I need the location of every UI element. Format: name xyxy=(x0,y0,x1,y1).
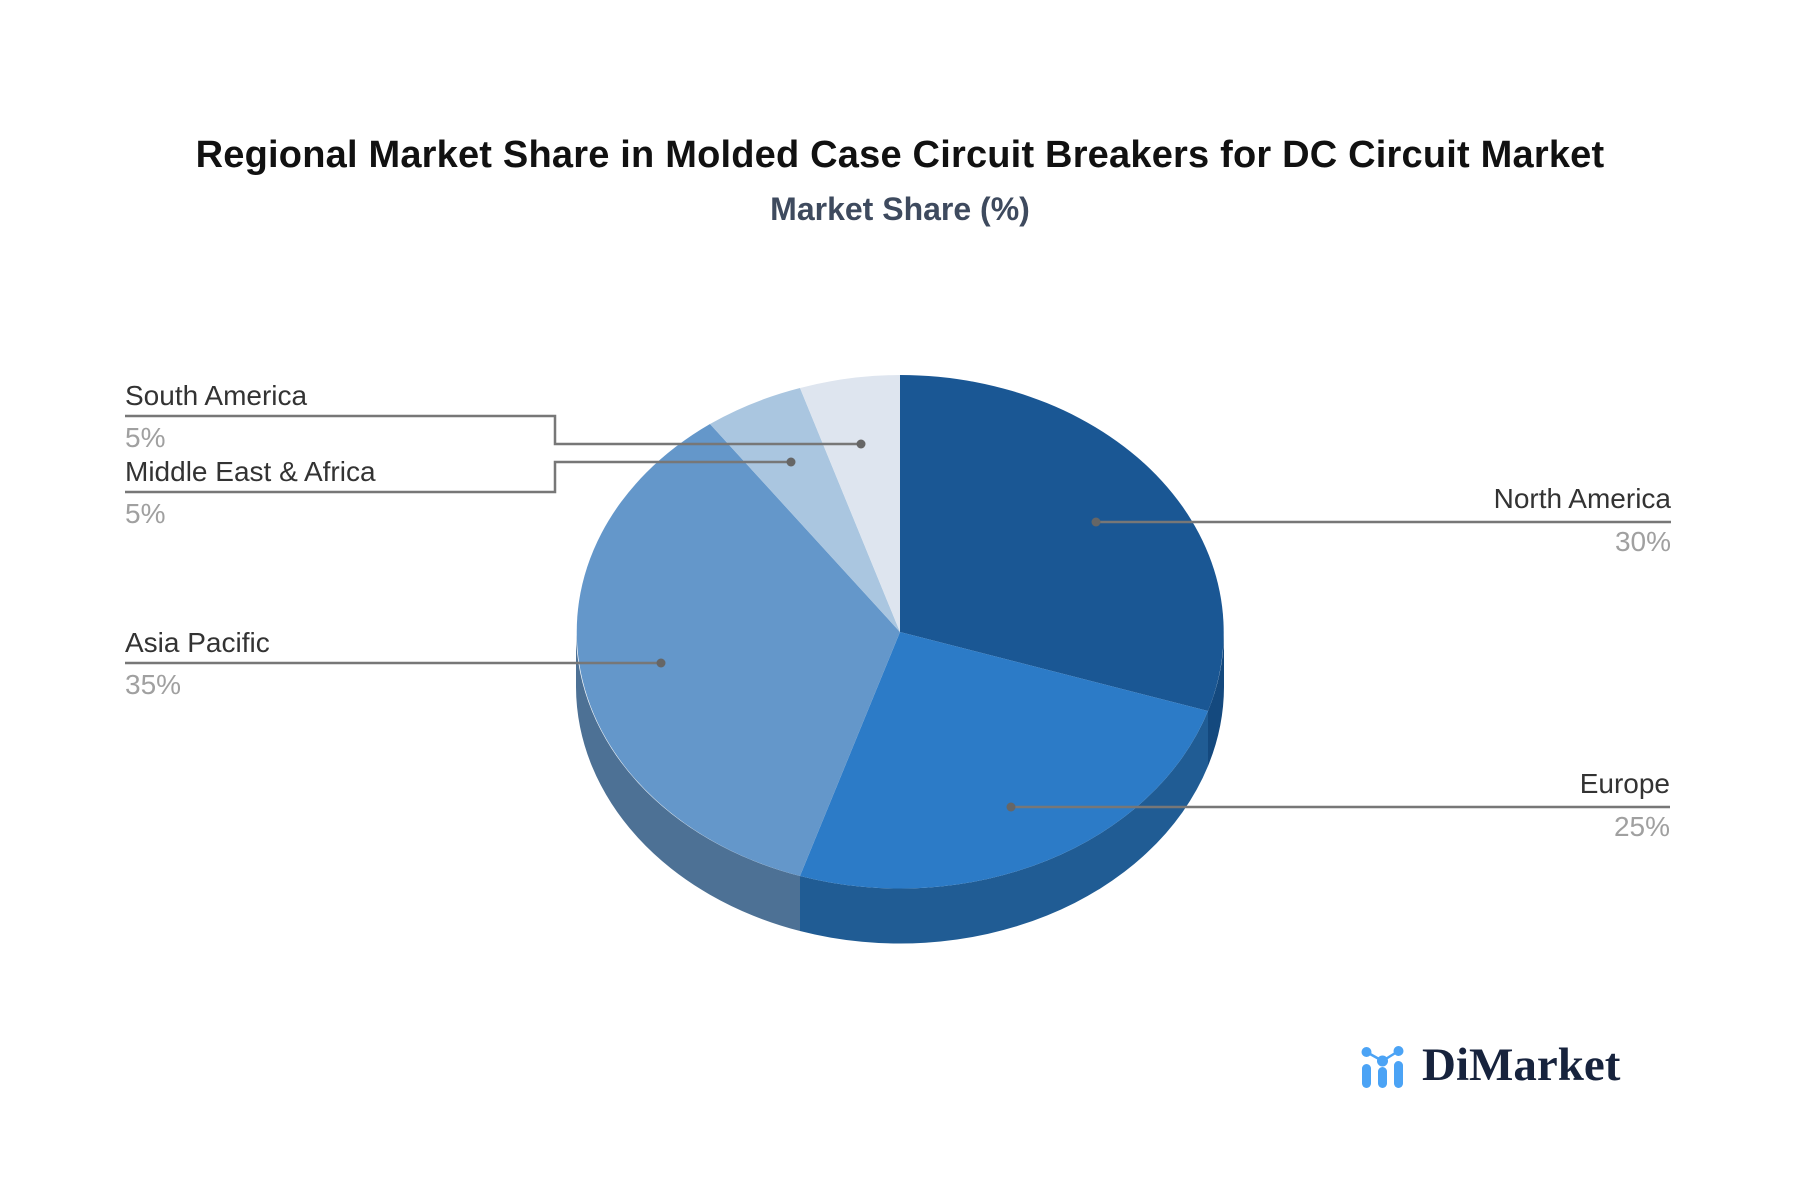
pie-slice-north-america[interactable] xyxy=(900,375,1224,711)
chart-title: Regional Market Share in Molded Case Cir… xyxy=(195,134,1605,176)
callout-south-america-value: 5% xyxy=(125,422,166,453)
pie-side-north-america xyxy=(1208,632,1224,766)
leader-dot-north-america xyxy=(1091,517,1101,527)
leader-dot-asia-pacific xyxy=(656,658,666,668)
callout-asia-pacific-name: Asia Pacific xyxy=(125,627,270,658)
callout-europe-value: 25% xyxy=(1613,811,1670,842)
pie-slice-asia-pacific[interactable] xyxy=(576,424,900,876)
pie-side-europe xyxy=(800,711,1208,944)
brand-text: DiMarket xyxy=(1422,1038,1621,1091)
pie-slice-middle-east-africa[interactable] xyxy=(710,388,900,632)
callout-north-america-name: North America xyxy=(1493,483,1671,514)
pie-side-asia-pacific xyxy=(576,632,800,931)
callout-middle-east-africa-value: 5% xyxy=(125,498,166,529)
brand-logo: DiMarket xyxy=(1358,1036,1620,1094)
leader-dot-south-america xyxy=(856,439,866,449)
callout-europe-name: Europe xyxy=(1579,768,1670,799)
bar-chart-icon xyxy=(1361,1046,1404,1088)
callout-south-america-name: South America xyxy=(125,380,308,411)
leader-line-middle-east-africa xyxy=(125,460,788,494)
leader-dot-europe xyxy=(1006,802,1016,812)
callout-north-america-value: 30% xyxy=(1614,526,1671,557)
pie-slice-europe[interactable] xyxy=(800,632,1208,889)
leader-line-south-america xyxy=(125,414,858,446)
chart-subtitle: Market Share (%) xyxy=(770,191,1030,227)
callout-asia-pacific-value: 35% xyxy=(125,669,182,700)
callout-middle-east-africa-name: Middle East & Africa xyxy=(125,456,376,487)
leader-dot-middle-east-africa xyxy=(786,457,796,467)
pie-slice-south-america[interactable] xyxy=(800,375,900,632)
